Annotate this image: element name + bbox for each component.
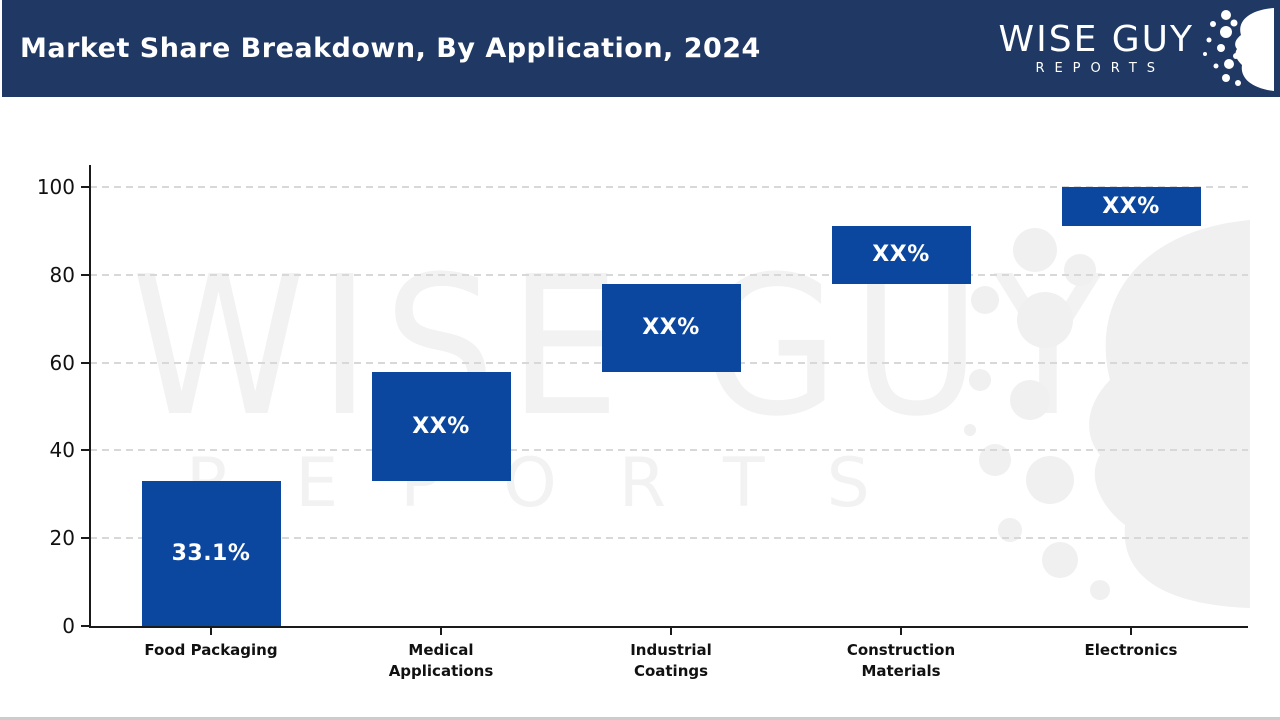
brand-logo: WISE GUY REPORTS — [999, 4, 1280, 94]
y-tick-mark-0 — [81, 625, 90, 627]
x-tick-mark-industrial-coatings — [670, 626, 672, 635]
x-axis-line — [89, 626, 1248, 628]
watermark-head-icon — [964, 220, 1250, 608]
brand-name: WISE GUY — [998, 19, 1194, 61]
bar-medical-applications: XX% — [371, 371, 511, 481]
x-axis-label-medical-applications: Medical Applications — [388, 641, 494, 680]
x-axis-label-construction-materials: Construction Materials — [846, 641, 956, 680]
bar-value-label-electronics: XX% — [1102, 193, 1160, 219]
y-tick-mark-20 — [81, 537, 90, 540]
x-axis-label-industrial-coatings: Industrial Coatings — [630, 641, 712, 680]
x-tick-mark-electronics — [1130, 626, 1132, 635]
header-bar: Market Share Breakdown, By Application, … — [2, 0, 1280, 97]
watermark-subtitle-text: REPORTS — [186, 444, 932, 523]
bar-electronics: XX% — [1061, 187, 1201, 226]
bar-value-label-medical-applications: XX% — [412, 413, 470, 439]
gridline-40 — [90, 449, 1248, 452]
brand-logo-text: WISE GUY REPORTS — [999, 21, 1195, 76]
x-tick-mark-medical-applications — [440, 626, 442, 635]
y-tick-label-0: 0 — [62, 614, 75, 638]
page-title: Market Share Breakdown, By Application, … — [20, 33, 761, 64]
bar-value-label-food-packaging: 33.1% — [171, 540, 251, 566]
y-tick-mark-60 — [81, 361, 90, 364]
bottom-edge-line — [0, 717, 1280, 720]
x-tick-mark-construction-materials — [900, 626, 902, 635]
y-tick-label-80: 80 — [49, 262, 75, 287]
x-axis-label-electronics: Electronics — [1084, 641, 1178, 659]
brand-subtitle: REPORTS — [1035, 60, 1166, 76]
y-tick-label-60: 60 — [49, 350, 75, 375]
bar-value-label-industrial-coatings: XX% — [642, 315, 700, 341]
gridline-20 — [90, 537, 1248, 540]
bar-value-label-construction-materials: XX% — [872, 242, 930, 268]
y-tick-mark-40 — [81, 449, 90, 452]
gridline-80 — [90, 273, 1248, 276]
y-tick-label-20: 20 — [49, 526, 75, 551]
logo-head-icon — [1203, 7, 1274, 91]
x-axis-label-food-packaging: Food Packaging — [144, 641, 278, 659]
y-tick-mark-80 — [81, 273, 90, 276]
gridline-100 — [90, 186, 1248, 188]
y-tick-label-40: 40 — [49, 438, 75, 463]
bar-construction-materials: XX% — [831, 225, 971, 284]
y-tick-mark-100 — [81, 186, 90, 188]
y-tick-label-100: 100 — [36, 175, 75, 199]
y-axis-line — [89, 165, 91, 628]
bar-food-packaging: 33.1% — [141, 480, 281, 626]
x-tick-mark-food-packaging — [210, 626, 212, 635]
bar-industrial-coatings: XX% — [601, 284, 741, 372]
